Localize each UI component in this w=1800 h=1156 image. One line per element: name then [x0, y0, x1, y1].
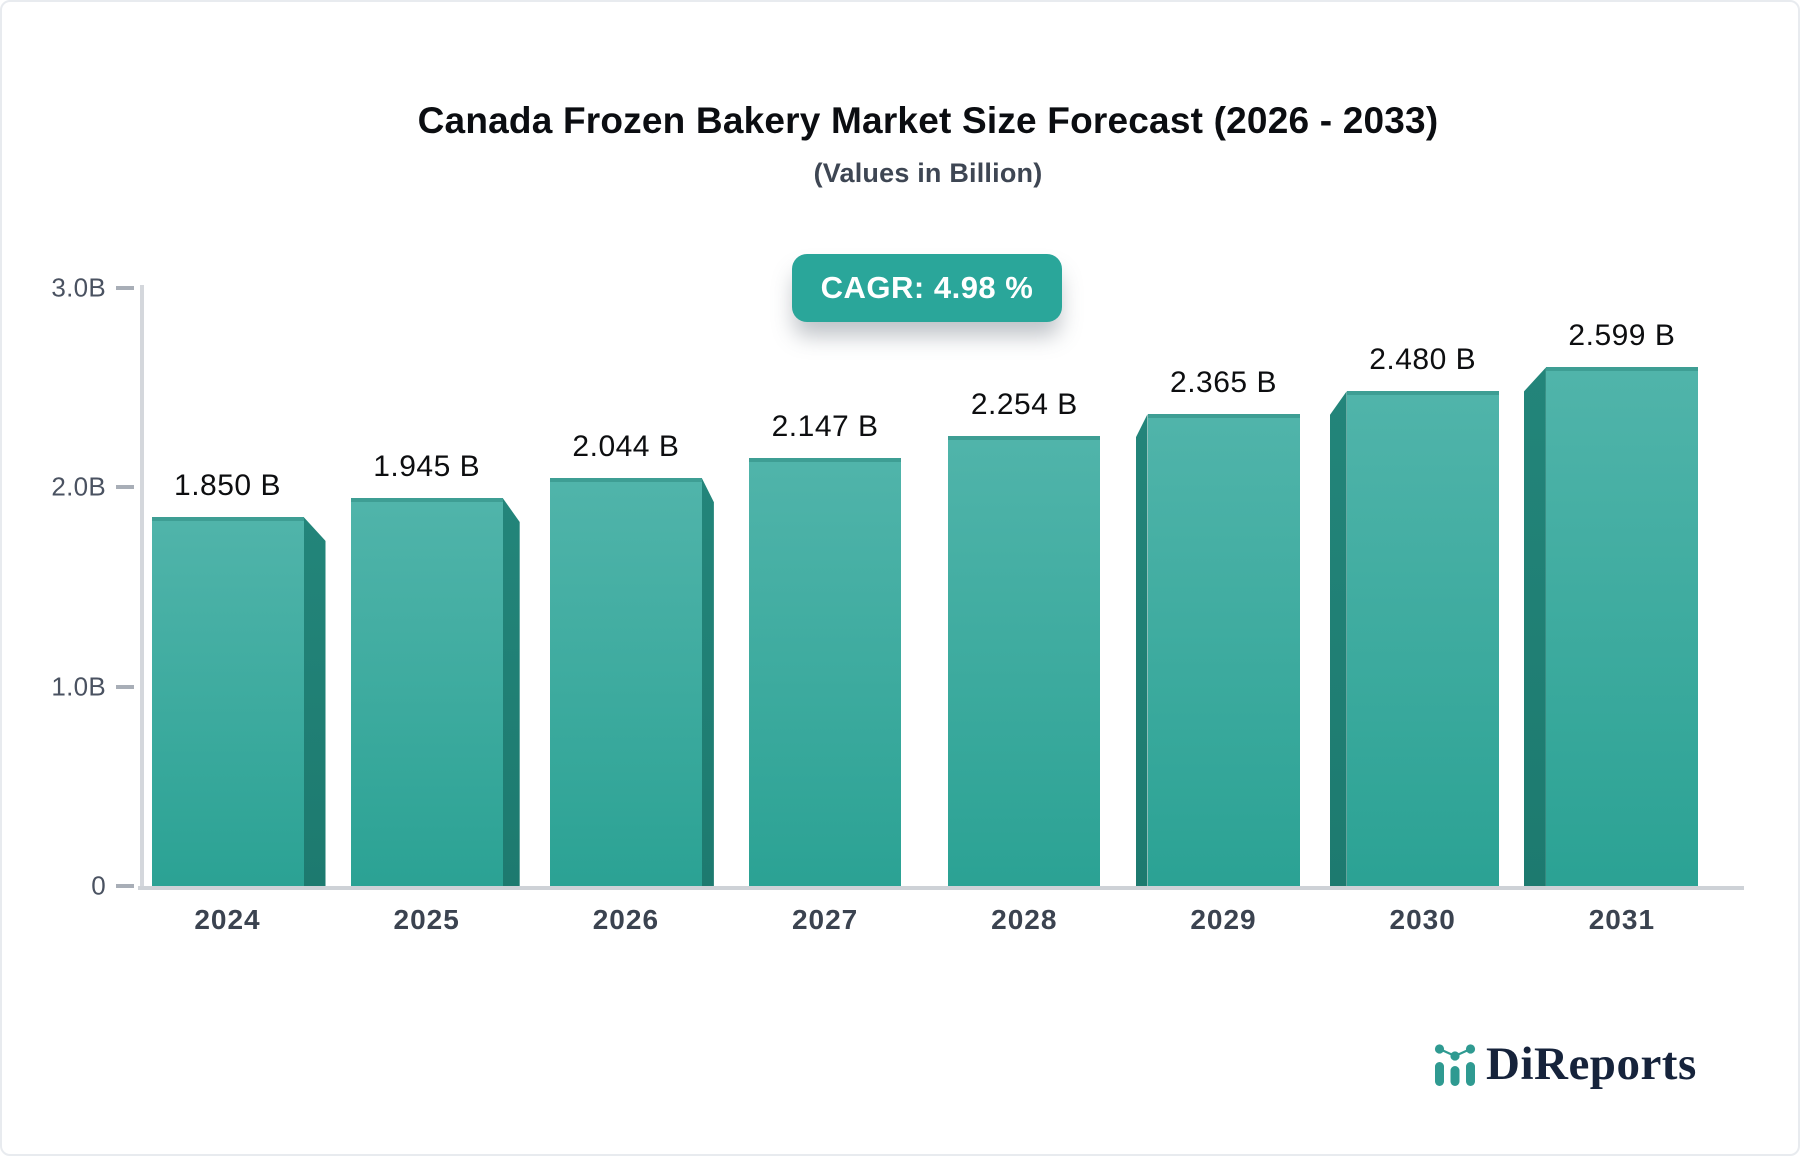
x-tick-label: 2027: [791, 904, 859, 935]
bar-3d-side: [1329, 391, 1347, 886]
chart-title: Canada Frozen Bakery Market Size Forecas…: [417, 100, 1439, 141]
cagr-badge-label: CAGR: 4.98 %: [820, 270, 1034, 305]
direports-logo: DiReports: [1432, 1038, 1697, 1088]
direports-logo-text: DiReports: [1486, 1038, 1697, 1090]
bar-value-label: 2.254 B: [970, 388, 1078, 422]
x-tick-label: 2028: [991, 904, 1058, 935]
cagr-badge: CAGR: 4.98 %: [792, 254, 1062, 322]
bar-2031: [1545, 367, 1698, 886]
bar-2025: [350, 497, 503, 886]
x-tick-label: 2024: [194, 904, 261, 935]
y-tick-label: 2.0B: [51, 471, 106, 502]
x-axis-line: [138, 886, 1744, 890]
y-tick-dash: [116, 285, 134, 290]
bar-value-label: 1.945 B: [373, 449, 481, 483]
y-tick-label: 0: [91, 870, 106, 901]
chart-header: Canada Frozen Bakery Market Size Forecas…: [28, 100, 1798, 189]
bar-3d-side: [502, 497, 520, 886]
x-tick-label: 2030: [1389, 904, 1456, 935]
bar-value-label: 2.147 B: [771, 409, 879, 443]
mini-bar-chart-icon: [1434, 1044, 1476, 1086]
x-tick-label: 2025: [393, 904, 460, 935]
x-tick-label: 2031: [1588, 904, 1656, 935]
bar-2028: [948, 436, 1101, 886]
x-tick-label: 2029: [1190, 904, 1257, 935]
bar-value-label: 2.365 B: [1170, 366, 1277, 400]
y-tick-dash: [116, 485, 134, 489]
y-tick-label: 1.0B: [51, 671, 106, 701]
bar-2024: [151, 516, 304, 886]
y-tick-dash: [116, 884, 134, 888]
chart-subtitle: (Values in Billion): [813, 158, 1043, 188]
bar-3d-side: [1523, 367, 1546, 886]
y-tick-dash: [116, 684, 134, 689]
bar-2030: [1346, 391, 1499, 886]
bar-value-label: 2.480 B: [1369, 343, 1477, 377]
bar-2027: [749, 457, 902, 886]
bar-3d-side: [303, 516, 326, 886]
bar-value-label: 2.599 B: [1568, 319, 1676, 353]
bar-value-label: 1.850 B: [174, 468, 281, 502]
bar-3d-side: [701, 478, 714, 886]
bar-2026: [549, 478, 702, 886]
y-tick-label: 3.0B: [51, 272, 106, 302]
bar-3d-side: [1135, 414, 1148, 886]
bar-2029: [1147, 414, 1300, 886]
x-tick-label: 2026: [592, 904, 660, 935]
bar-value-label: 2.044 B: [572, 430, 680, 464]
y-axis-line: [140, 285, 144, 888]
